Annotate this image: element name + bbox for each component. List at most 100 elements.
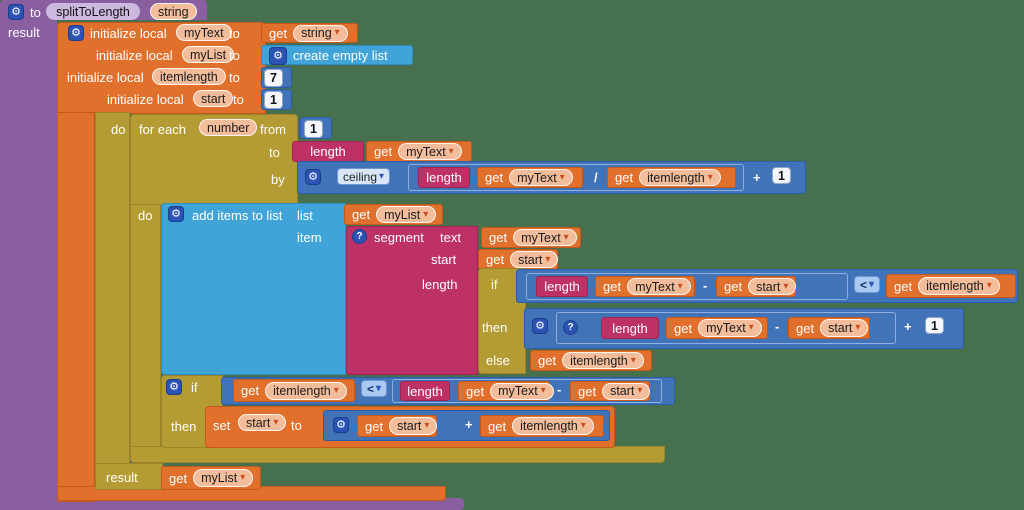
to-label: to xyxy=(233,92,244,107)
init-local-label: initialize local xyxy=(96,48,173,63)
procedure-block-bottom[interactable] xyxy=(0,498,464,510)
dropdown-icon: ▾ xyxy=(855,322,861,333)
procedure-block-left-column[interactable] xyxy=(0,20,57,508)
do-result-block-result-row[interactable] xyxy=(95,463,163,490)
var-dropdown-mylist[interactable]: myList ▾ xyxy=(193,469,254,487)
var-dropdown-mytext[interactable]: myText ▾ xyxy=(509,169,573,186)
get-itemlength-block[interactable]: get itemlength ▾ xyxy=(530,350,652,371)
get-itemlength-block[interactable]: get itemlength ▾ xyxy=(886,274,1016,298)
var-chip-mytext[interactable]: myText xyxy=(176,24,232,41)
var-dropdown-mylist[interactable]: myList ▾ xyxy=(376,206,437,223)
mutator-gear-icon[interactable]: ⚙ xyxy=(8,4,24,20)
comparison-dropdown[interactable]: < ▾ xyxy=(361,380,388,397)
number-block-7[interactable]: 7 xyxy=(261,67,292,88)
help-icon[interactable]: ? xyxy=(563,320,578,335)
get-start-block[interactable]: get start ▾ xyxy=(357,415,438,437)
ceiling-dropdown[interactable]: ceiling ▾ xyxy=(337,168,391,185)
length-block[interactable]: length xyxy=(601,317,659,339)
procedure-name-field[interactable]: splitToLength xyxy=(46,3,140,20)
var-dropdown-string[interactable]: string ▾ xyxy=(293,24,348,42)
minus-operator: - xyxy=(703,278,708,293)
to-label: to xyxy=(269,145,280,160)
var-dropdown-start[interactable]: start ▾ xyxy=(602,382,651,400)
comparison-dropdown[interactable]: < ▾ xyxy=(854,276,881,293)
length-block[interactable]: length xyxy=(400,381,450,401)
var-dropdown-start[interactable]: start ▾ xyxy=(510,251,559,268)
var-dropdown-itemlength[interactable]: itemlength ▾ xyxy=(512,417,594,435)
get-mytext-block[interactable]: get myText ▾ xyxy=(666,317,768,339)
segment-block[interactable] xyxy=(346,226,478,375)
procedure-to-label: to xyxy=(30,5,41,20)
dropdown-icon: ▾ xyxy=(869,278,875,290)
var-dropdown-mytext[interactable]: myText ▾ xyxy=(627,278,691,295)
length-block[interactable]: length xyxy=(292,141,364,162)
mutator-gear-icon[interactable]: ⚙ xyxy=(305,169,321,185)
get-mytext-block[interactable]: get myText ▾ xyxy=(481,227,581,248)
var-dropdown-mytext[interactable]: myText ▾ xyxy=(490,382,554,400)
number-block-1[interactable]: 1 xyxy=(300,117,332,139)
procedure-param-chip[interactable]: string xyxy=(150,3,197,20)
mutator-gear-icon[interactable]: ⚙ xyxy=(269,47,287,65)
get-start-block[interactable]: get start ▾ xyxy=(570,381,651,401)
var-dropdown-start[interactable]: start ▾ xyxy=(389,417,438,435)
for-each-block-left-column[interactable] xyxy=(130,204,161,450)
for-each-label: for each xyxy=(139,122,186,137)
get-itemlength-block[interactable]: get itemlength ▾ xyxy=(607,167,736,188)
dropdown-icon: ▾ xyxy=(424,420,430,431)
mutator-gear-icon[interactable]: ⚙ xyxy=(532,318,548,334)
mutator-gear-icon[interactable]: ⚙ xyxy=(168,206,184,222)
get-start-block[interactable]: get start ▾ xyxy=(478,249,559,270)
by-label: by xyxy=(271,172,285,187)
for-each-block-bottom[interactable] xyxy=(130,446,665,463)
help-icon[interactable]: ? xyxy=(352,229,367,244)
do-result-block-left-column[interactable] xyxy=(95,112,130,490)
number-block-1[interactable]: 1 xyxy=(261,89,292,110)
dropdown-icon: ▾ xyxy=(376,382,382,394)
plus-operator: + xyxy=(904,319,912,334)
var-chip-start[interactable]: start xyxy=(193,90,234,107)
var-chip-number[interactable]: number xyxy=(199,119,258,136)
dropdown-icon: ▾ xyxy=(630,354,636,366)
var-dropdown-itemlength[interactable]: itemlength ▾ xyxy=(562,352,644,369)
mutator-gear-icon[interactable]: ⚙ xyxy=(166,379,182,395)
to-label: to xyxy=(229,70,240,85)
create-empty-list-block[interactable]: ⚙ create empty list xyxy=(261,45,413,65)
var-dropdown-itemlength[interactable]: itemlength ▾ xyxy=(265,381,347,400)
mutator-gear-icon[interactable]: ⚙ xyxy=(333,417,349,433)
var-dropdown-start[interactable]: start ▾ xyxy=(820,319,869,337)
get-itemlength-block[interactable]: get itemlength ▾ xyxy=(233,379,355,402)
do-label: do xyxy=(138,208,153,223)
get-mytext-block[interactable]: get myText ▾ xyxy=(458,381,554,401)
dropdown-icon: ▾ xyxy=(379,170,385,182)
number-block-1[interactable]: 1 xyxy=(772,167,791,184)
get-mytext-block[interactable]: get myText ▾ xyxy=(366,141,472,162)
do-label: do xyxy=(111,122,126,137)
get-itemlength-block[interactable]: get itemlength ▾ xyxy=(480,415,604,437)
var-chip-mylist[interactable]: myList xyxy=(182,46,235,63)
var-dropdown-itemlength[interactable]: itemlength ▾ xyxy=(918,277,1000,295)
var-dropdown-mytext[interactable]: myText ▾ xyxy=(513,229,577,246)
var-dropdown-start[interactable]: start ▾ xyxy=(238,414,287,431)
minus-operator: - xyxy=(557,382,562,397)
length-block[interactable]: length xyxy=(536,276,588,297)
var-dropdown-mytext[interactable]: myText ▾ xyxy=(398,143,462,160)
var-dropdown-itemlength[interactable]: itemlength ▾ xyxy=(639,169,721,186)
get-start-block[interactable]: get start ▾ xyxy=(788,317,870,339)
init-local-block-left-column[interactable] xyxy=(57,112,95,502)
get-mytext-block[interactable]: get myText ▾ xyxy=(477,167,583,188)
length-block[interactable]: length xyxy=(418,167,470,188)
mutator-gear-icon[interactable]: ⚙ xyxy=(68,25,84,41)
dropdown-icon: ▾ xyxy=(637,385,643,396)
get-mylist-block[interactable]: get myList ▾ xyxy=(161,466,261,490)
var-dropdown-mytext[interactable]: myText ▾ xyxy=(698,319,762,337)
get-mytext-block[interactable]: get myText ▾ xyxy=(595,276,695,297)
get-start-block[interactable]: get start ▾ xyxy=(716,276,797,297)
add-items-to-list-block[interactable] xyxy=(161,203,346,375)
get-string-block[interactable]: get string ▾ xyxy=(261,23,358,43)
var-dropdown-start[interactable]: start ▾ xyxy=(748,278,797,295)
var-chip-itemlength[interactable]: itemlength xyxy=(152,68,226,85)
minus-operator: - xyxy=(775,319,780,334)
get-mylist-block[interactable]: get myList ▾ xyxy=(344,204,443,225)
result-socket-label: result xyxy=(106,470,138,485)
number-block-1[interactable]: 1 xyxy=(925,317,944,334)
